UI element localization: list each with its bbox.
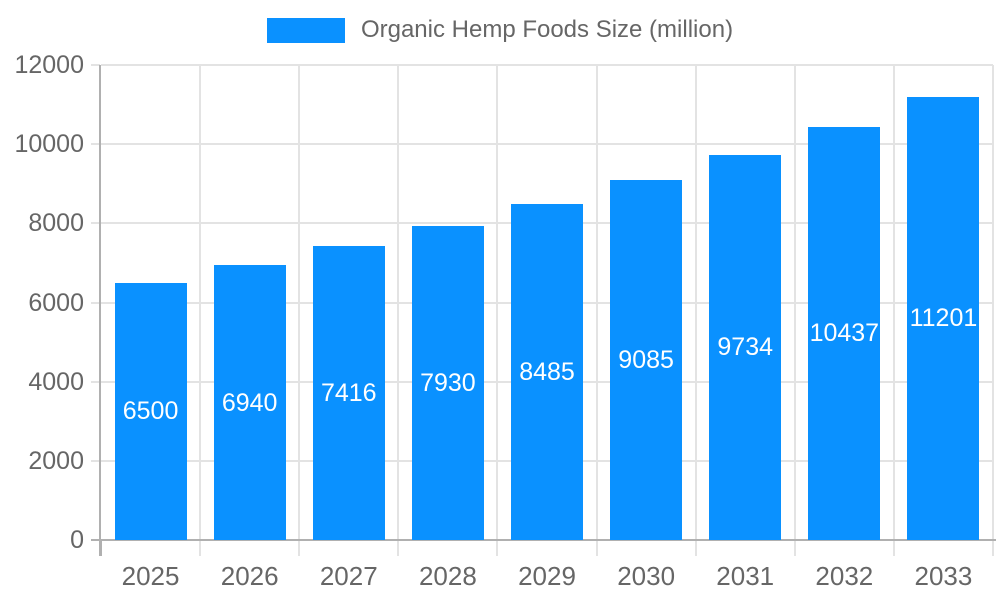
y-axis-tick-label: 6000 (28, 288, 84, 317)
gridline-vertical (595, 65, 598, 540)
x-axis-tick-label-2029: 2029 (518, 561, 576, 591)
x-axis-tick-label-2026: 2026 (220, 561, 279, 591)
x-tick-mark (892, 540, 895, 556)
bar-2032[interactable] (808, 126, 881, 540)
y-tick-mark (91, 64, 100, 66)
x-tick-mark (992, 540, 994, 556)
bar-2026[interactable] (213, 265, 286, 540)
y-tick-mark (91, 380, 100, 383)
bar-2030[interactable] (610, 180, 683, 540)
legend-swatch-icon (266, 17, 345, 43)
x-tick-mark (595, 540, 598, 556)
y-tick-mark (91, 143, 100, 146)
bar-2031[interactable] (709, 154, 782, 540)
y-tick-mark (91, 539, 100, 541)
y-tick-mark (91, 301, 100, 304)
x-tick-mark (397, 540, 400, 556)
y-axis-tick-label: 12000 (14, 51, 84, 79)
y-axis-tick-label: 10000 (14, 130, 84, 159)
y-axis-tick-label: 4000 (28, 367, 84, 396)
y-axis-tick-label: 2000 (28, 446, 84, 475)
x-tick-mark (496, 540, 499, 556)
x-axis-tick-label-2032: 2032 (815, 561, 874, 591)
gridline-vertical (793, 65, 796, 540)
gridline-vertical (892, 65, 895, 540)
x-tick-mark (100, 540, 102, 556)
x-axis-tick-label-2027: 2027 (319, 561, 378, 591)
y-tick-mark (91, 459, 100, 462)
x-tick-mark (793, 540, 796, 556)
y-tick-mark (91, 222, 100, 225)
gridline-vertical (496, 65, 499, 540)
bar-2033[interactable] (907, 96, 980, 540)
gridline-vertical (992, 65, 994, 540)
x-tick-mark (694, 540, 697, 556)
y-axis-line (99, 65, 101, 556)
gridline-vertical (397, 65, 400, 540)
bar-2028[interactable] (411, 226, 484, 540)
legend-item[interactable]: Organic Hemp Foods Size (million) (266, 16, 734, 44)
x-axis-tick-label-2031: 2031 (716, 561, 775, 591)
x-axis-tick-label-2025: 2025 (121, 561, 180, 591)
gridline-vertical (694, 65, 697, 540)
x-axis-tick-label-2028: 2028 (418, 561, 477, 591)
bar-2025[interactable] (114, 282, 187, 540)
y-axis-tick-label: 8000 (28, 209, 84, 238)
x-tick-mark (199, 540, 202, 556)
bar-2029[interactable] (511, 204, 583, 540)
gridline-horizontal (101, 64, 993, 66)
x-tick-mark (298, 540, 301, 556)
legend-label: Organic Hemp Foods Size (million) (360, 16, 734, 43)
x-axis-tick-label-2033: 2033 (914, 561, 973, 591)
x-axis-tick-label-2030: 2030 (617, 561, 676, 591)
gridline-vertical (199, 65, 202, 540)
gridline-vertical (298, 65, 301, 540)
y-axis-tick-label: 0 (70, 526, 84, 554)
bar-2027[interactable] (312, 246, 385, 540)
legend: Organic Hemp Foods Size (million) (0, 16, 1000, 44)
